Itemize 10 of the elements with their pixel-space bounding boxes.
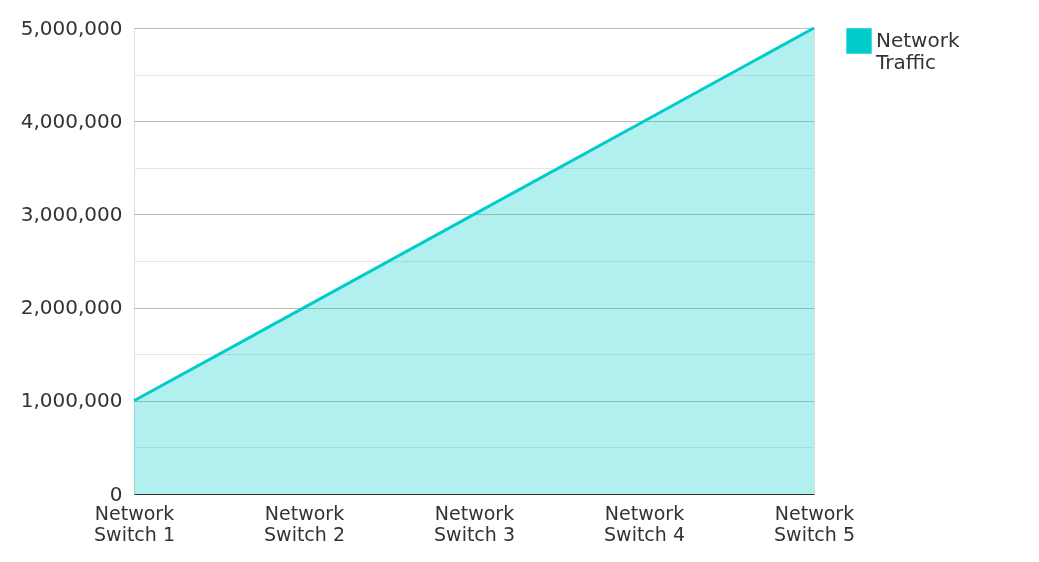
x-tick-label: Network Switch 5 <box>774 501 855 545</box>
y-tick-label: 5,000,000 <box>20 15 123 40</box>
x-tick-label: Network Switch 2 <box>264 501 345 545</box>
y-tick-label: 1,000,000 <box>20 388 123 413</box>
x-tick-label: Network Switch 3 <box>434 501 515 545</box>
y-tick-label: 3,000,000 <box>20 201 123 226</box>
y-tick-label: 4,000,000 <box>20 108 123 133</box>
legend-label: Network Traffic <box>875 28 960 74</box>
x-tick-label: Network Switch 4 <box>604 501 685 545</box>
y-tick-label: 2,000,000 <box>20 295 123 320</box>
